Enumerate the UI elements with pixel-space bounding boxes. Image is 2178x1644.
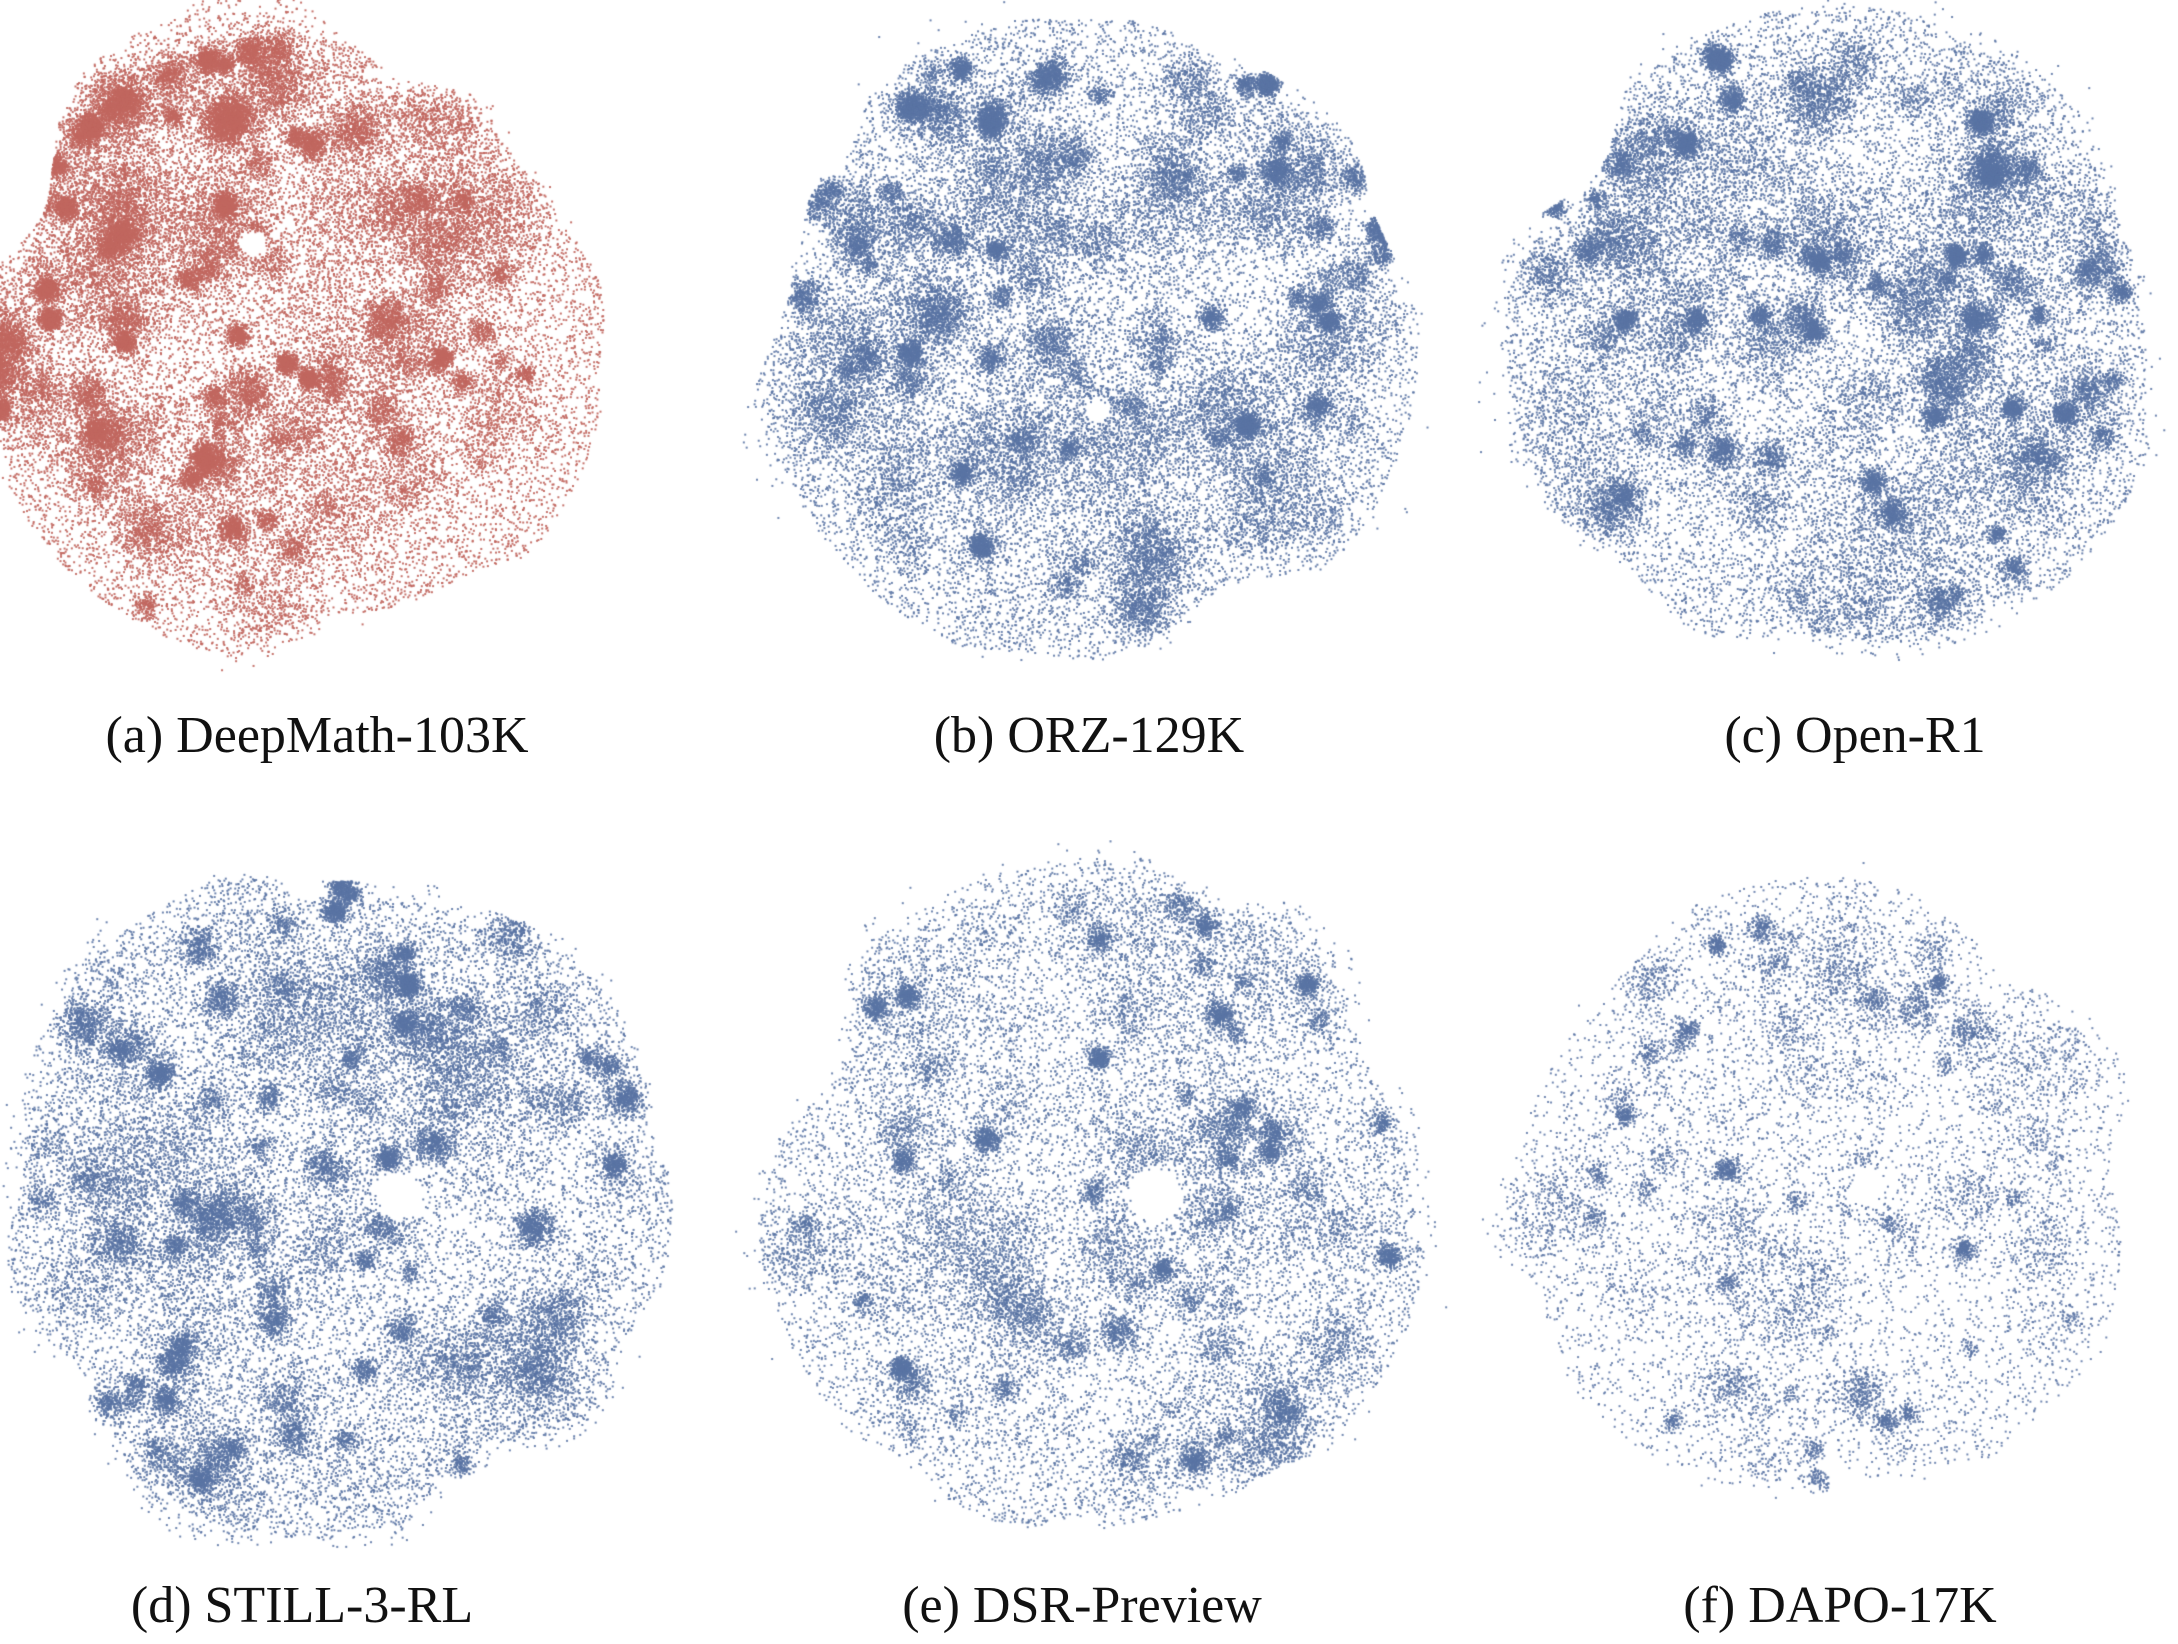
panel-dsr-preview: (e) DSR-Preview — [726, 840, 1452, 1636]
panel-open-r1: (c) Open-R1 — [1452, 0, 2178, 766]
scatter-plot-orz-129k — [726, 0, 1452, 690]
panel-caption-f: (f) DAPO-17K — [1683, 1577, 1997, 1634]
panel-caption-e: (e) DSR-Preview — [902, 1577, 1262, 1634]
panel-dapo-17k: (f) DAPO-17K — [1452, 840, 2178, 1636]
scatter-plot-still-3-rl — [0, 840, 726, 1550]
scatter-plot-deepmath-103k — [0, 0, 726, 690]
scatter-plot-open-r1 — [1452, 0, 2178, 690]
scatter-plot-dapo-17k — [1452, 840, 2178, 1550]
panel-orz-129k: (b) ORZ-129K — [726, 0, 1452, 766]
scatter-plot-dsr-preview — [726, 840, 1452, 1550]
panel-caption-b: (b) ORZ-129K — [933, 707, 1245, 764]
panel-caption-d: (d) STILL-3-RL — [130, 1577, 474, 1634]
panel-still-3-rl: (d) STILL-3-RL — [0, 840, 726, 1636]
panel-caption-c: (c) Open-R1 — [1724, 707, 1986, 764]
panel-deepmath-103k: (a) DeepMath-103K — [0, 0, 726, 766]
panel-caption-a: (a) DeepMath-103K — [105, 707, 529, 764]
